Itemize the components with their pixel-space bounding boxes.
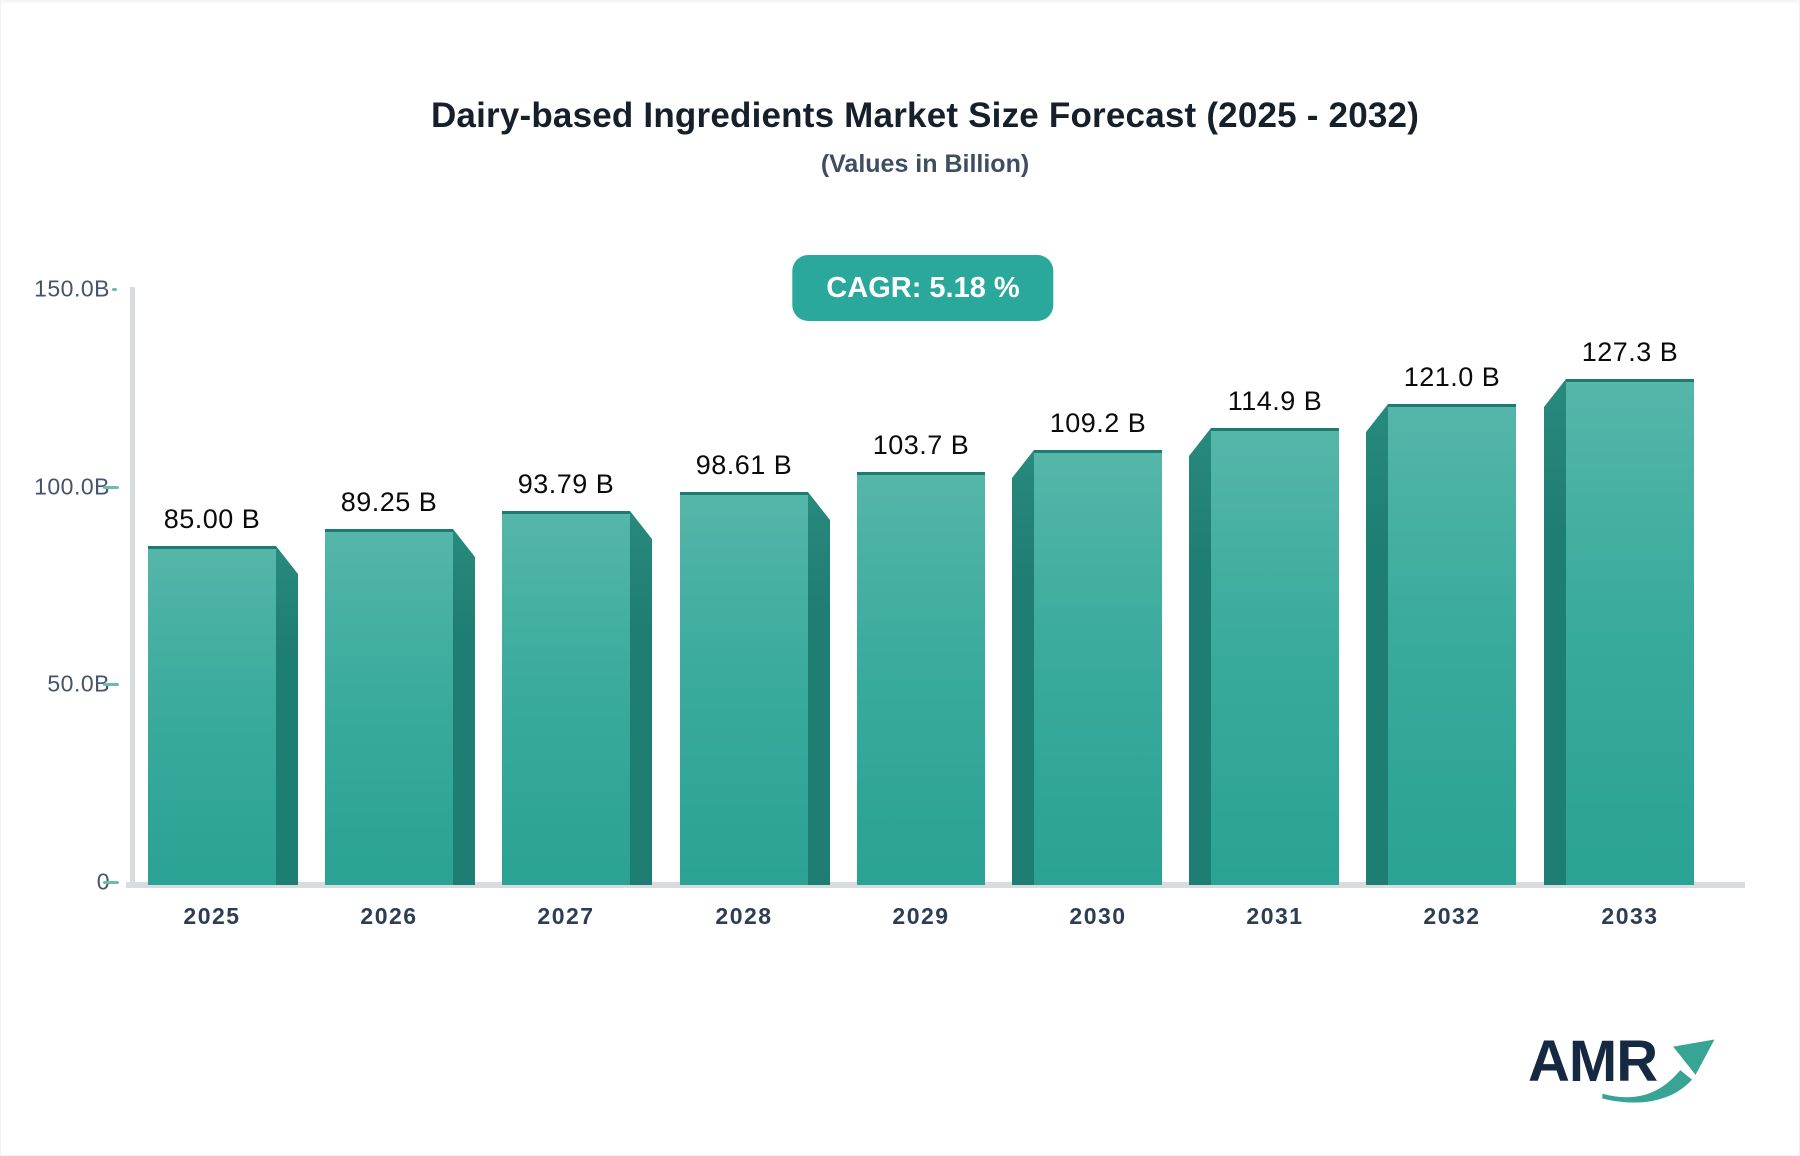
bar-side-face-2028 <box>808 492 830 885</box>
bar-face-2033 <box>1566 379 1694 885</box>
bar-side-face-2031 <box>1189 428 1211 885</box>
bar-face-2028 <box>680 492 808 885</box>
x-axis-label: 2026 <box>360 903 418 929</box>
bar-face-2025 <box>148 546 276 885</box>
bar-side-face-2025 <box>276 546 298 885</box>
logo-text: AMR <box>1528 1029 1658 1094</box>
cagr-badge: CAGR: 5.18 % <box>792 255 1054 321</box>
bar-2031 <box>1189 428 1339 885</box>
x-axis-label: 2032 <box>1423 903 1481 929</box>
logo-arrow-icon <box>1602 1039 1715 1103</box>
bar-value-label: 85.00 B <box>163 504 261 534</box>
bar-value-label: 89.25 B <box>340 487 438 517</box>
bar-value-label: 98.61 B <box>695 450 793 480</box>
chart-subtitle: (Values in Billion) <box>820 150 1030 178</box>
x-axis-label: 2025 <box>183 903 241 929</box>
bar-2026 <box>325 529 475 885</box>
y-axis-tick-mark <box>103 485 119 489</box>
bar-face-2026 <box>325 529 453 885</box>
y-axis-tick-mark <box>103 881 119 884</box>
bar-value-label: 109.2 B <box>1049 408 1147 438</box>
y-axis-tick-mark <box>103 683 119 687</box>
bar-face-2032 <box>1388 404 1516 885</box>
bar-face-2030 <box>1034 450 1162 885</box>
y-axis-tick-label: 100.0B <box>34 473 110 500</box>
bar-2032 <box>1366 404 1516 885</box>
x-axis-label: 2030 <box>1069 903 1127 929</box>
y-axis-tick-mark <box>112 288 117 291</box>
y-axis-tick-label: 50.0B <box>47 670 110 697</box>
bar-side-face-2026 <box>453 529 475 885</box>
bar-side-face-2030 <box>1012 450 1034 885</box>
x-axis-label: 2029 <box>892 903 950 929</box>
x-axis-label: 2031 <box>1246 903 1304 929</box>
y-axis-line <box>130 287 135 888</box>
bar-2030 <box>1012 450 1162 885</box>
bar-face-2029 <box>857 472 985 885</box>
bar-value-label: 114.9 B <box>1227 386 1323 416</box>
bar-face-2031 <box>1211 428 1339 885</box>
bar-2028 <box>680 492 830 885</box>
x-axis-label: 2028 <box>715 903 773 929</box>
chart-title: Dairy-based Ingredients Market Size Fore… <box>430 96 1420 135</box>
bar-side-face-2033 <box>1544 379 1566 885</box>
x-axis-line <box>126 882 1745 888</box>
bar-side-face-2032 <box>1366 404 1388 885</box>
brand-logo: AMR <box>1528 1028 1718 1118</box>
x-axis-label: 2027 <box>537 903 595 929</box>
bar-2027 <box>502 511 652 885</box>
x-axis-label: 2033 <box>1601 903 1659 929</box>
bar-value-label: 121.0 B <box>1403 362 1501 392</box>
y-axis-tick-label: 150.0B <box>34 275 110 302</box>
bar-value-label: 93.79 B <box>517 469 615 499</box>
bar-2033 <box>1544 379 1694 885</box>
bar-value-label: 103.7 B <box>872 430 970 460</box>
y-axis-tick-label: 0 <box>0 869 110 896</box>
bar-2025 <box>148 546 298 885</box>
bar-value-label: 127.3 B <box>1581 337 1679 367</box>
bar-side-face-2027 <box>630 511 652 885</box>
bar-2029 <box>857 472 985 885</box>
bar-face-2027 <box>502 511 630 885</box>
